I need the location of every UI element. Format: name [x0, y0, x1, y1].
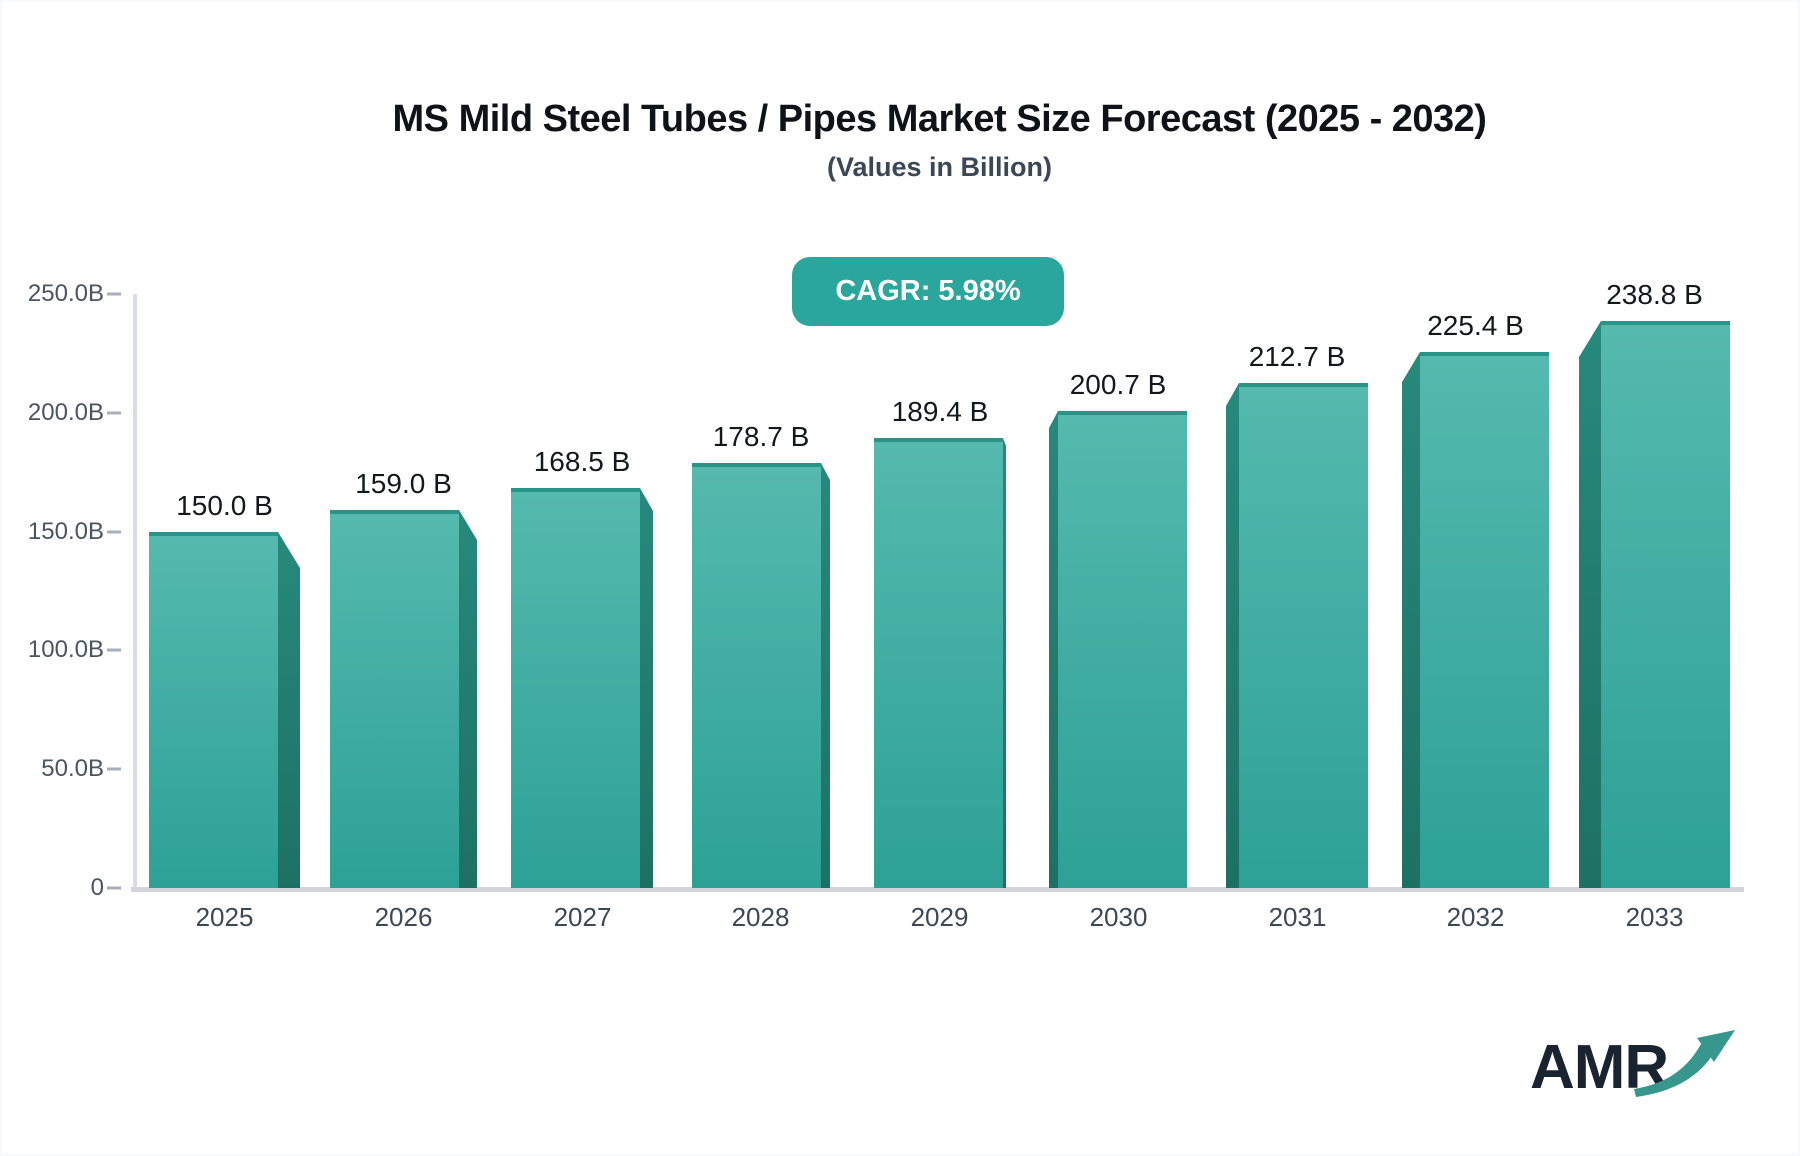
- x-tick-label: 2028: [731, 902, 790, 932]
- bar-3d-side: [1049, 411, 1058, 888]
- x-axis-baseline: [131, 887, 1744, 892]
- bar-2031: 212.7 B: [1226, 341, 1368, 888]
- y-tick-label: 250.0B: [27, 280, 104, 307]
- bar-3d-side: [1402, 352, 1420, 888]
- bar-value-label: 225.4 B: [1427, 310, 1524, 341]
- x-tick-label: 2025: [195, 902, 254, 932]
- y-tick-label: 200.0B: [27, 398, 104, 426]
- bar-face: [1420, 352, 1549, 888]
- x-tick-label: 2027: [553, 902, 612, 932]
- x-tick-label: 2031: [1268, 902, 1327, 932]
- chart-title: MS Mild Steel Tubes / Pipes Market Size …: [392, 98, 1487, 140]
- x-tick-label: 2033: [1625, 902, 1684, 932]
- bar-3d-side: [278, 532, 300, 888]
- y-tick-mark: [107, 411, 121, 415]
- y-tick-label: 150.0B: [27, 517, 104, 545]
- cagr-badge-label: CAGR: 5.98%: [835, 275, 1021, 307]
- growth-arrow-icon: [1634, 1029, 1736, 1097]
- x-tick-label: 2030: [1089, 902, 1148, 932]
- bar-face: [874, 438, 1003, 888]
- bar-2028: 178.7 B: [692, 421, 830, 888]
- plot-area: 150.0 B 159.0 B 168.5 B 178.7 B 189.4 B 200.7…: [28, 279, 1744, 932]
- y-tick-mark: [107, 767, 121, 771]
- bar-3d-side: [821, 463, 830, 888]
- bar-value-label: 159.0 B: [355, 468, 452, 499]
- bar-face: [149, 532, 278, 888]
- bar-2033: 238.8 B: [1579, 279, 1730, 888]
- bar-2026: 159.0 B: [330, 468, 477, 888]
- bar-face: [330, 510, 459, 888]
- x-tick-label: 2032: [1446, 902, 1505, 932]
- bar-value-label: 212.7 B: [1248, 341, 1346, 372]
- chart-subtitle: (Values in Billion): [826, 152, 1053, 182]
- y-tick-label: 100.0B: [27, 636, 104, 664]
- bar-value-label: 178.7 B: [712, 421, 810, 452]
- bar-face: [1058, 411, 1187, 888]
- bar-face: [692, 463, 821, 888]
- x-tick-label: 2026: [374, 902, 433, 932]
- brand-logo: AMR: [1530, 1029, 1738, 1103]
- bar-3d-side: [640, 488, 653, 888]
- bar-3d-side: [459, 510, 477, 888]
- x-axis-labels: 2025 2026 2027 2028 2029 2030 2031 2032 2033: [135, 902, 1744, 942]
- y-axis-line: [133, 294, 137, 888]
- bar-3d-side: [1579, 321, 1601, 888]
- bar-face: [1239, 383, 1368, 888]
- bar-value-label: 189.4 B: [891, 396, 989, 427]
- bar-2032: 225.4 B: [1402, 310, 1549, 888]
- x-tick-label: 2029: [910, 902, 969, 932]
- bar-face: [511, 488, 640, 888]
- bar-3d-side: [1226, 383, 1239, 888]
- y-tick-mark: [107, 530, 121, 534]
- bar-value-label: 200.7 B: [1069, 369, 1167, 400]
- bar-2030: 200.7 B: [1049, 369, 1187, 888]
- bar-value-label: 168.5 B: [533, 446, 631, 477]
- bar-value-label: 150.0 B: [176, 490, 273, 521]
- y-tick-mark: [107, 292, 121, 296]
- bar-2029: 189.4 B: [874, 396, 1006, 888]
- cagr-badge: CAGR: 5.98%: [792, 257, 1064, 326]
- y-tick-label: 50.0B: [41, 755, 104, 783]
- bar-face: [1601, 321, 1730, 888]
- y-tick-label: 0: [90, 874, 104, 901]
- bar-2025: 150.0 B: [149, 490, 300, 888]
- bar-3d-side: [1003, 438, 1006, 888]
- bar-2027: 168.5 B: [511, 446, 653, 888]
- y-tick-mark: [107, 886, 121, 890]
- bars-container: 150.0 B 159.0 B 168.5 B 178.7 B 189.4 B 200.7…: [135, 279, 1744, 888]
- bar-value-label: 238.8 B: [1606, 279, 1703, 310]
- y-tick-mark: [107, 648, 121, 652]
